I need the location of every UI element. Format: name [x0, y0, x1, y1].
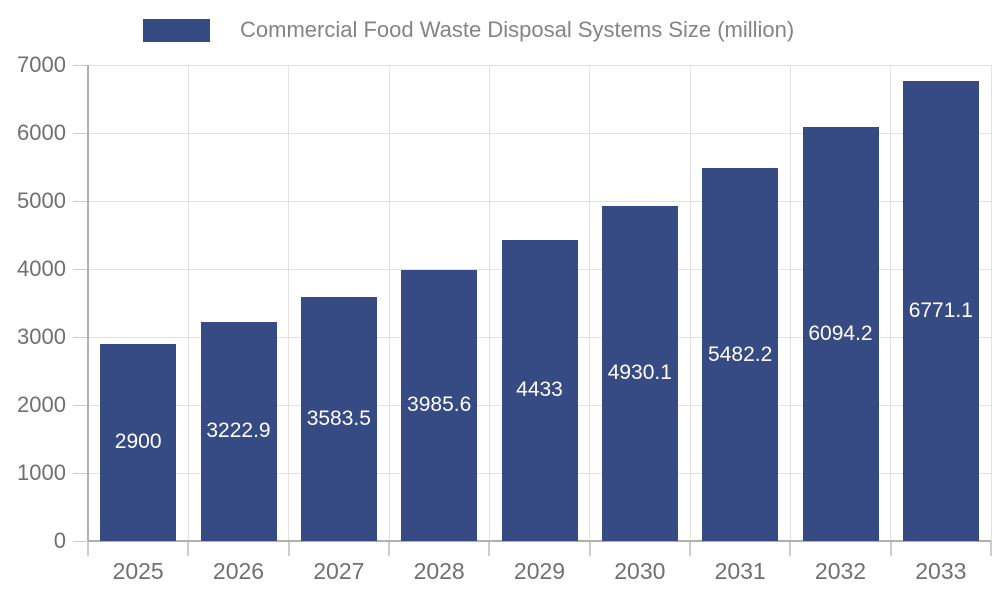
bar-2031[interactable]: 5482.2 [702, 168, 779, 541]
y-axis-tick [73, 540, 88, 542]
x-tick-label-2028: 2028 [413, 558, 465, 584]
chart-legend[interactable]: Commercial Food Waste Disposal Systems S… [143, 17, 794, 43]
y-tick-label: 6000 [17, 120, 66, 145]
bar-value-label: 3985.6 [407, 393, 472, 417]
y-tick-label: 4000 [17, 256, 66, 281]
bar-value-label: 3583.5 [306, 407, 371, 431]
x-gridline [589, 65, 591, 541]
x-gridline [890, 65, 892, 541]
bar-value-label: 4433 [516, 378, 563, 402]
bar-2032[interactable]: 6094.2 [802, 126, 879, 541]
y-axis-tick [73, 132, 88, 134]
x-gridline [689, 65, 691, 541]
x-gridline [990, 65, 992, 541]
x-tick-label-2029: 2029 [513, 558, 566, 584]
y-axis-line [87, 65, 89, 541]
x-gridline [789, 65, 791, 541]
x-tick-label-2025: 2025 [112, 558, 164, 584]
y-tick-label: 7000 [17, 52, 66, 77]
x-axis-tick [388, 541, 390, 556]
y-tick-label: 0 [53, 528, 66, 553]
bar-2029[interactable]: 4433 [501, 239, 578, 541]
chart-title: Commercial Food Waste Disposal Systems S… [240, 17, 795, 42]
bar-2025[interactable]: 2900 [100, 343, 177, 541]
x-tick-label-2031: 2031 [714, 558, 766, 584]
bar-2027[interactable]: 3583.5 [300, 297, 377, 541]
x-axis-tick [588, 541, 591, 556]
x-axis-tick [187, 541, 190, 556]
bar-2026[interactable]: 3222.9 [200, 321, 277, 541]
x-axis-tick [789, 541, 792, 556]
bar-value-label: 5482.2 [708, 342, 773, 366]
bar-2030[interactable]: 4930.1 [601, 205, 678, 541]
bar-value-label: 3222.9 [206, 419, 271, 443]
x-tick-label-2030: 2030 [614, 558, 666, 584]
x-axis-tick [87, 541, 89, 556]
bar-2028[interactable]: 3985.6 [401, 269, 478, 541]
y-axis-tick [73, 336, 88, 338]
bar-value-label: 4930.1 [607, 361, 672, 385]
x-tick-label-2027: 2027 [313, 558, 365, 584]
x-tick-label-2033: 2033 [915, 558, 967, 584]
y-tick-label: 1000 [17, 460, 66, 485]
x-gridline [288, 65, 290, 541]
x-gridline [388, 65, 390, 541]
bar-value-label: 6771.1 [908, 298, 973, 322]
y-axis-tick [73, 268, 88, 270]
legend-swatch [143, 18, 210, 42]
x-axis-tick [889, 541, 892, 556]
y-axis-tick [73, 64, 88, 66]
y-axis-tick [73, 200, 88, 202]
x-axis-tick [689, 541, 691, 556]
y-axis-tick [73, 472, 88, 474]
y-gridline [88, 64, 991, 66]
x-gridline [488, 65, 490, 541]
x-axis-tick [488, 541, 491, 556]
y-tick-label: 2000 [17, 392, 66, 417]
y-tick-label: 3000 [17, 324, 66, 349]
bar-value-label: 6094.2 [808, 321, 873, 345]
y-axis-tick [73, 404, 88, 406]
x-gridline [187, 65, 189, 541]
bar-value-label: 2900 [114, 430, 162, 454]
bar-2033[interactable]: 6771.1 [902, 80, 979, 541]
x-tick-label-2032: 2032 [814, 558, 867, 584]
x-axis-tick [287, 541, 290, 556]
y-tick-label: 5000 [17, 188, 66, 213]
x-axis-tick [990, 541, 992, 556]
x-tick-label-2026: 2026 [212, 558, 265, 584]
